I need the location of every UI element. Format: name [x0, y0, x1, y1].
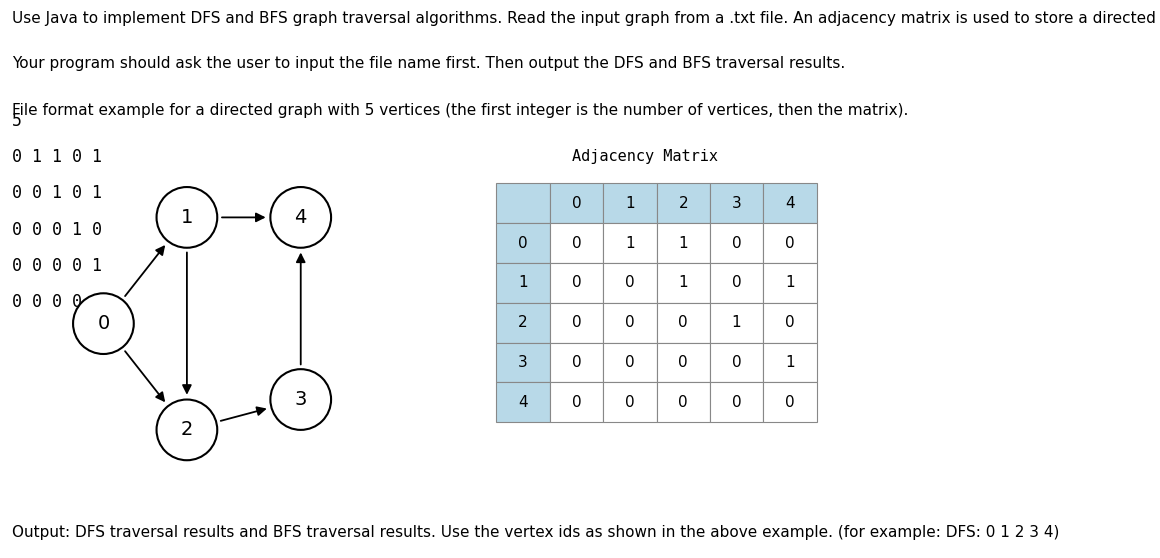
Text: 0: 0 [679, 315, 688, 330]
Bar [603, 263, 657, 303]
Bar [550, 223, 603, 263]
Text: 3: 3 [295, 390, 307, 409]
Text: 1: 1 [785, 355, 795, 370]
Text: 2: 2 [181, 420, 193, 439]
Bar [496, 343, 550, 382]
Text: 0: 0 [572, 275, 581, 290]
Text: 5: 5 [12, 112, 22, 129]
Text: 0 0 0 1 0: 0 0 0 1 0 [12, 220, 102, 239]
Text: 0: 0 [732, 355, 741, 370]
Text: 1: 1 [181, 208, 193, 227]
Text: 2: 2 [519, 315, 528, 330]
Text: 0: 0 [572, 196, 581, 211]
Bar [603, 343, 657, 382]
Text: 1: 1 [679, 235, 688, 251]
Text: 0: 0 [785, 315, 795, 330]
Text: File format example for a directed graph with 5 vertices (the first integer is t: File format example for a directed graph… [12, 103, 908, 118]
Circle shape [157, 400, 217, 460]
Text: 0: 0 [625, 275, 635, 290]
Text: Adjacency Matrix: Adjacency Matrix [572, 149, 718, 164]
Circle shape [270, 369, 331, 430]
Bar [603, 183, 657, 223]
Text: 0: 0 [625, 355, 635, 370]
Text: 1: 1 [625, 235, 635, 251]
Text: Use Java to implement DFS and BFS graph traversal algorithms. Read the input gra: Use Java to implement DFS and BFS graph … [12, 11, 1160, 26]
Bar [550, 343, 603, 382]
Bar [710, 382, 763, 422]
Text: 0 0 0 0 1: 0 0 0 0 1 [12, 257, 102, 275]
Text: 0: 0 [572, 355, 581, 370]
Bar [550, 263, 603, 303]
Text: 0: 0 [572, 315, 581, 330]
Text: 0: 0 [785, 395, 795, 410]
Bar [550, 183, 603, 223]
Bar [763, 382, 817, 422]
Text: 2: 2 [679, 196, 688, 211]
Text: 0 0 0 0 0: 0 0 0 0 0 [12, 294, 102, 311]
Bar [657, 382, 710, 422]
Text: Output: DFS traversal results and BFS traversal results. Use the vertex ids as s: Output: DFS traversal results and BFS tr… [12, 525, 1059, 540]
Text: 0: 0 [679, 395, 688, 410]
Bar [496, 303, 550, 343]
Text: 0: 0 [572, 395, 581, 410]
Text: 0: 0 [625, 315, 635, 330]
Bar [710, 343, 763, 382]
Text: 0: 0 [679, 355, 688, 370]
Bar [657, 263, 710, 303]
Circle shape [270, 187, 331, 248]
Bar [603, 382, 657, 422]
Text: 0: 0 [519, 235, 528, 251]
Text: 0 1 1 0 1: 0 1 1 0 1 [12, 148, 102, 166]
Bar [763, 183, 817, 223]
Text: 0: 0 [572, 235, 581, 251]
Bar [763, 263, 817, 303]
Bar [657, 303, 710, 343]
Bar [496, 263, 550, 303]
Bar [657, 343, 710, 382]
Text: 3: 3 [519, 355, 528, 370]
Bar [763, 223, 817, 263]
Bar [710, 223, 763, 263]
Text: Your program should ask the user to input the file name first. Then output the D: Your program should ask the user to inpu… [12, 56, 844, 71]
Bar [496, 183, 550, 223]
Bar [710, 263, 763, 303]
Text: 3: 3 [732, 196, 741, 211]
Text: 4: 4 [519, 395, 528, 410]
Bar [763, 303, 817, 343]
Bar [710, 183, 763, 223]
Bar [657, 223, 710, 263]
Text: 1: 1 [732, 315, 741, 330]
Bar [603, 303, 657, 343]
Text: 1: 1 [625, 196, 635, 211]
Bar [710, 303, 763, 343]
Text: 0: 0 [732, 275, 741, 290]
Text: 0: 0 [625, 395, 635, 410]
Text: 0: 0 [97, 314, 109, 333]
Text: 1: 1 [519, 275, 528, 290]
Text: 1: 1 [785, 275, 795, 290]
Bar [496, 382, 550, 422]
Bar [603, 223, 657, 263]
Bar [496, 223, 550, 263]
Bar [550, 382, 603, 422]
Text: 1: 1 [679, 275, 688, 290]
Circle shape [73, 294, 133, 354]
Circle shape [157, 187, 217, 248]
Bar [657, 183, 710, 223]
Text: 4: 4 [785, 196, 795, 211]
Bar [550, 303, 603, 343]
Text: 0: 0 [732, 235, 741, 251]
Text: 0: 0 [732, 395, 741, 410]
Bar [763, 343, 817, 382]
Text: 4: 4 [295, 208, 307, 227]
Text: 0 0 1 0 1: 0 0 1 0 1 [12, 184, 102, 202]
Text: 0: 0 [785, 235, 795, 251]
